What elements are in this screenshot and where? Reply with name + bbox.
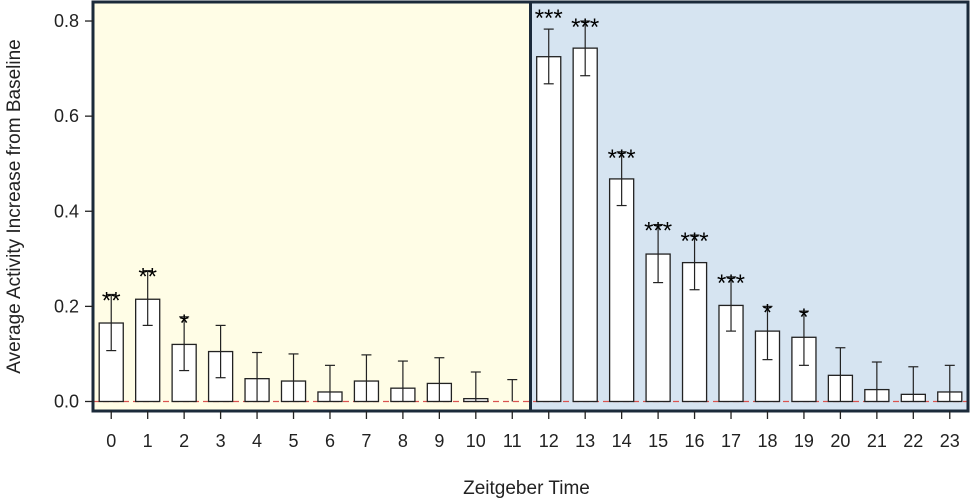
light-phase-background <box>93 2 531 411</box>
significance-label-16: *** <box>681 228 709 255</box>
x-tick-label-12: 12 <box>539 431 559 451</box>
x-tick-label-9: 9 <box>434 431 444 451</box>
x-tick-label-13: 13 <box>575 431 595 451</box>
significance-label-0: ** <box>102 287 121 314</box>
x-tick-label-17: 17 <box>721 431 741 451</box>
y-tick-label-0.6: 0.6 <box>54 106 79 126</box>
x-tick-label-4: 4 <box>252 431 262 451</box>
significance-label-1: ** <box>138 264 157 291</box>
x-tick-label-14: 14 <box>612 431 632 451</box>
bar-13 <box>572 47 598 403</box>
x-tick-label-2: 2 <box>179 431 189 451</box>
x-tick-label-5: 5 <box>289 431 299 451</box>
x-axis-title: Zeitgeber Time <box>463 478 590 499</box>
x-tick-label-8: 8 <box>398 431 408 451</box>
y-tick-label-0.4: 0.4 <box>54 201 79 221</box>
y-tick-label-0.0: 0.0 <box>54 391 79 411</box>
y-axis-title: Average Activity Increase from Baseline <box>4 39 25 373</box>
significance-label-15: *** <box>644 218 672 245</box>
bar-14 <box>608 178 635 403</box>
bar-12 <box>536 56 562 403</box>
x-tick-label-22: 22 <box>903 431 923 451</box>
x-tick-label-20: 20 <box>830 431 850 451</box>
x-tick-label-11: 11 <box>503 431 522 451</box>
x-tick-label-1: 1 <box>143 431 153 451</box>
x-tick-label-23: 23 <box>940 431 960 451</box>
x-tick-label-10: 10 <box>466 431 486 451</box>
x-tick-label-16: 16 <box>685 431 705 451</box>
significance-label-13: *** <box>571 14 599 41</box>
x-tick-label-21: 21 <box>867 431 887 451</box>
significance-label-17: *** <box>717 270 745 297</box>
x-tick-label-3: 3 <box>216 431 226 451</box>
significance-label-19: * <box>799 304 808 331</box>
x-tick-label-6: 6 <box>325 431 335 451</box>
x-tick-label-15: 15 <box>648 431 668 451</box>
y-tick-label-0.8: 0.8 <box>54 11 79 31</box>
x-tick-label-19: 19 <box>794 431 814 451</box>
x-tick-label-0: 0 <box>106 431 116 451</box>
significance-label-18: * <box>763 299 772 326</box>
x-tick-label-18: 18 <box>757 431 777 451</box>
significance-label-12: *** <box>535 5 563 32</box>
significance-label-14: *** <box>608 145 636 172</box>
dark-phase-background <box>530 2 968 411</box>
y-tick-label-0.2: 0.2 <box>54 296 79 316</box>
significance-label-2: * <box>179 310 188 337</box>
x-tick-label-7: 7 <box>361 431 371 451</box>
